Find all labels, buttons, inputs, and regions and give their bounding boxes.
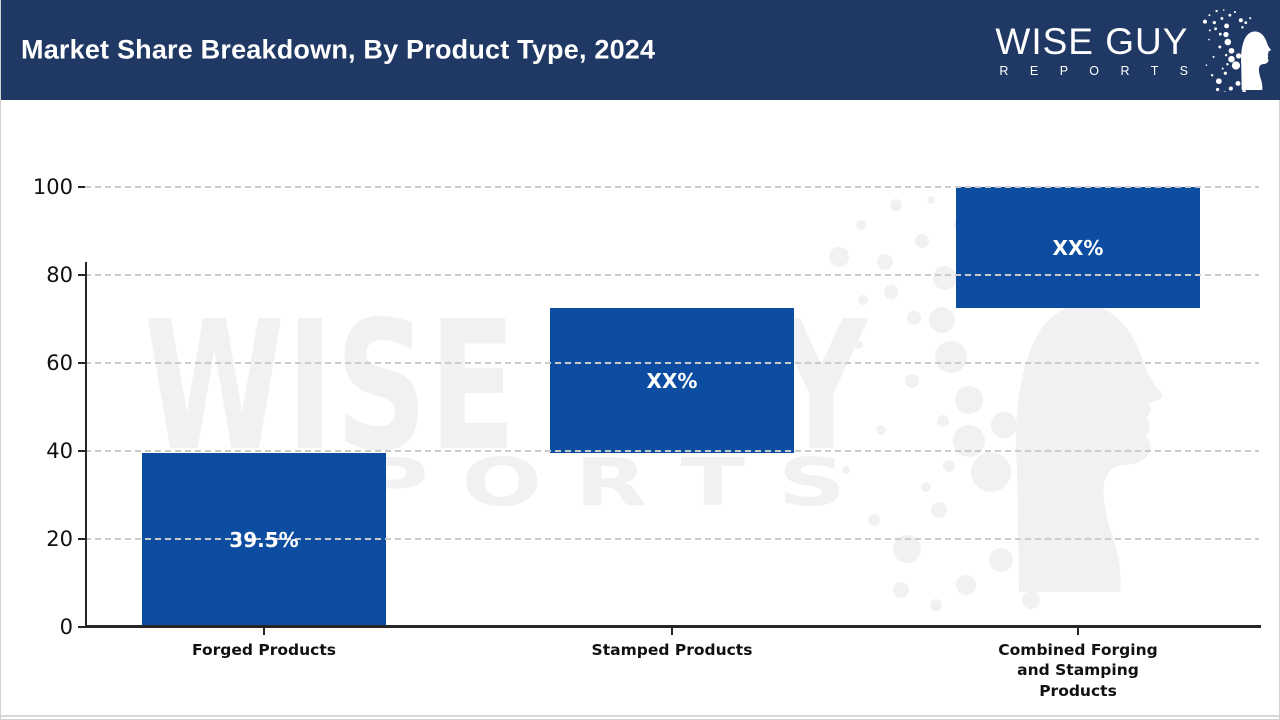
brand-face-icon [1202,9,1271,92]
y-tick-label-0: 0 [59,615,73,639]
x-tick-2 [671,628,673,635]
y-tick-label-40: 40 [46,439,73,463]
plot-area: 0 20 40 60 80 100 39.5% Forged Products XX% Stamp… [1,100,1280,720]
gridline-40 [85,450,1259,452]
header-bar: Market Share Breakdown, By Product Type,… [1,0,1280,100]
chart-area: WISE GUY R E P O R T S 0 20 40 60 80 100 39.5%… [1,100,1280,720]
bar-segment-3 [956,187,1200,308]
gridline-100 [85,186,1259,188]
y-tick-label-20: 20 [46,527,73,551]
x-category-label-1: Forged Products [192,641,336,659]
x-category-label-3: Combined Forging and Stamping Products [998,641,1158,700]
y-tick-80 [78,274,85,276]
bar-value-label-2: XX% [646,368,698,393]
y-tick-label-80: 80 [46,263,73,287]
y-tick-40 [78,450,85,452]
y-tick-label-100: 100 [32,175,73,199]
y-tick-20 [78,538,85,540]
y-tick-label-60: 60 [46,351,73,375]
brand-logo: WISE GUY R E P O R T S [995,8,1275,92]
y-axis-line [85,262,87,628]
y-tick-60 [78,362,85,364]
gridline-20 [85,538,1259,540]
bar-segment-2 [550,308,794,454]
bar-value-label-3: XX% [1052,235,1104,260]
y-tick-0 [78,626,85,628]
chart-title: Market Share Breakdown, By Product Type,… [21,34,656,65]
brand-logo-text: WISE GUY R E P O R T S [995,23,1197,78]
gridline-60 [85,362,1259,364]
brand-name: WISE GUY [995,20,1189,62]
bar-value-label-1: 39.5% [229,528,299,553]
x-axis-line [85,625,1261,628]
gridline-80 [85,274,1259,276]
x-category-label-2: Stamped Products [591,641,753,659]
x-tick-3 [1077,628,1079,635]
x-tick-1 [263,628,265,635]
brand-reports-label: R E P O R T S [999,63,1197,78]
bar-segment-1 [142,453,386,627]
y-tick-100 [78,186,85,188]
